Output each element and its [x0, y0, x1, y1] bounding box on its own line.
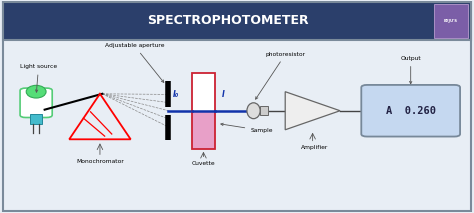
- Bar: [192, 73, 215, 149]
- Text: Cuvette: Cuvette: [191, 161, 215, 166]
- Text: SPECTROPHOTOMETER: SPECTROPHOTOMETER: [147, 14, 309, 27]
- Text: A  0.260: A 0.260: [386, 106, 436, 116]
- Text: Monochromator: Monochromator: [76, 159, 124, 164]
- Bar: [192, 111, 215, 149]
- Ellipse shape: [247, 103, 260, 119]
- Bar: [192, 73, 215, 111]
- Text: Light source: Light source: [20, 64, 57, 92]
- Text: I₀: I₀: [173, 90, 179, 99]
- Ellipse shape: [26, 85, 46, 98]
- Bar: [434, 4, 468, 38]
- Text: Adjustable aperture: Adjustable aperture: [105, 43, 164, 82]
- Text: photoresistor: photoresistor: [255, 52, 305, 99]
- Bar: [260, 106, 268, 115]
- FancyBboxPatch shape: [361, 85, 460, 137]
- FancyBboxPatch shape: [20, 88, 52, 118]
- Text: Output: Output: [401, 56, 421, 84]
- Bar: [30, 114, 42, 124]
- Text: Sample: Sample: [221, 123, 273, 133]
- Text: BYJU'S: BYJU'S: [444, 19, 457, 23]
- Text: Amplifier: Amplifier: [301, 145, 328, 150]
- Bar: [3, 2, 471, 40]
- Text: I: I: [222, 90, 225, 99]
- Polygon shape: [285, 92, 340, 130]
